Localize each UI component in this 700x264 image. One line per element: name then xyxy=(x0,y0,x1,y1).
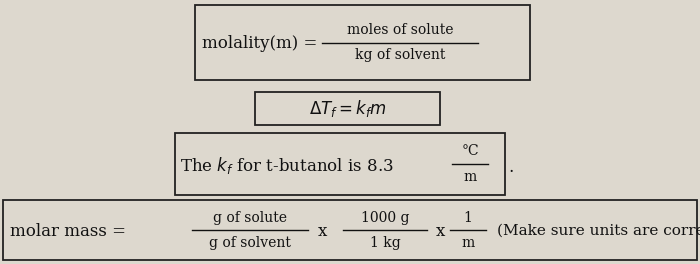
Text: 1000 g: 1000 g xyxy=(360,211,409,225)
Text: moles of solute: moles of solute xyxy=(346,23,454,37)
Text: molality(m) =: molality(m) = xyxy=(202,35,317,52)
Text: x: x xyxy=(317,223,327,239)
Text: m: m xyxy=(461,236,475,250)
Bar xyxy=(255,92,440,125)
Bar xyxy=(3,200,697,260)
Text: g of solvent: g of solvent xyxy=(209,236,291,250)
Text: 1 kg: 1 kg xyxy=(370,236,400,250)
Text: .: . xyxy=(508,159,513,177)
Text: molar mass =: molar mass = xyxy=(10,223,126,239)
Text: $\Delta T_f = k_f m$: $\Delta T_f = k_f m$ xyxy=(309,98,386,119)
Text: kg of solvent: kg of solvent xyxy=(355,49,445,63)
Text: g of solute: g of solute xyxy=(213,211,287,225)
Text: x: x xyxy=(435,223,444,239)
Text: 1: 1 xyxy=(463,211,473,225)
Text: °C: °C xyxy=(461,144,479,158)
Text: m: m xyxy=(463,170,477,184)
Text: (Make sure units are correct.): (Make sure units are correct.) xyxy=(497,224,700,238)
Bar xyxy=(175,133,505,195)
Text: The $k_f$ for t-butanol is 8.3: The $k_f$ for t-butanol is 8.3 xyxy=(180,154,394,176)
Bar xyxy=(195,5,530,80)
